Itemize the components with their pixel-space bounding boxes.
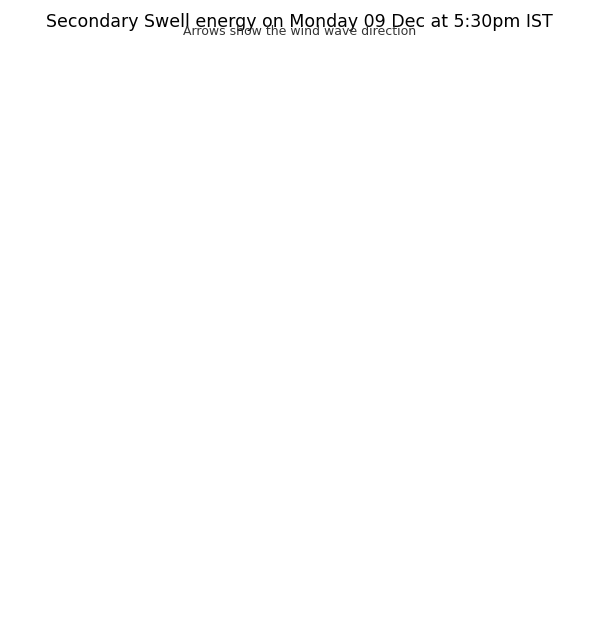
Text: Arrows show the wind wave direction: Arrows show the wind wave direction <box>183 25 416 39</box>
Text: cartopy required: cartopy required <box>241 330 358 344</box>
Text: Secondary Swell energy on Monday 09 Dec at 5:30pm IST: Secondary Swell energy on Monday 09 Dec … <box>46 13 553 31</box>
